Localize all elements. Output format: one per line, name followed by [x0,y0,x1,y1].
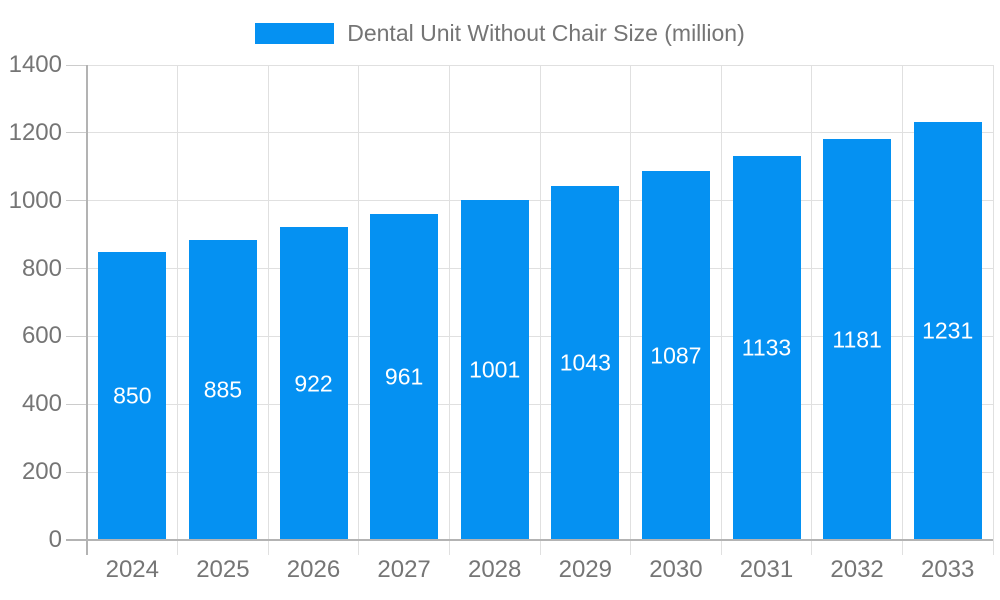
x-tick-label: 2029 [558,556,612,583]
y-tick-label: 1000 [8,186,62,214]
legend-swatch [255,22,335,44]
y-tick-label: 200 [21,458,62,486]
bar: 1231 [913,122,982,540]
y-tick-label: 0 [48,526,62,553]
x-axis-tick [358,540,360,555]
bar: 885 [188,239,257,540]
y-axis-tick [66,268,87,270]
x-axis-tick [448,540,450,555]
bar: 1043 [551,186,620,540]
x-axis-tick [177,540,179,555]
y-axis-tick [66,200,87,202]
y-axis-tick [66,132,87,134]
x-axis-tick [720,540,722,555]
legend-item[interactable]: Dental Unit Without Chair Size (million) [255,20,745,47]
x-gridline [539,65,541,540]
y-axis-tick [66,335,87,337]
x-tick-label: 2031 [739,556,794,583]
x-tick-label: 2033 [920,556,975,583]
y-axis-tick [66,471,87,473]
x-axis-tick [901,540,903,555]
bar-value-label: 850 [113,382,152,409]
bar-value-label: 1231 [922,317,974,344]
x-gridline [267,65,269,540]
x-gridline [811,65,813,540]
bar: 961 [370,213,439,540]
x-tick-label: 2025 [196,556,250,583]
x-tick-label: 2032 [830,556,884,583]
y-axis-tick [66,64,87,66]
y-tick-label: 800 [21,254,62,282]
x-axis-tick [539,540,541,555]
bar-value-label: 1087 [650,342,702,369]
bar-value-label: 1133 [741,334,792,361]
x-axis-line [66,539,993,541]
bar-value-label: 1001 [469,356,521,383]
bar-value-label: 885 [203,376,243,403]
x-tick-label: 2028 [467,556,522,583]
x-axis-tick [630,540,632,555]
x-tick-label: 2030 [649,556,703,583]
x-axis-tick [811,540,813,555]
x-gridline [901,65,903,540]
bar: 1001 [460,200,529,540]
y-tick-label: 1200 [8,118,62,146]
x-gridline [448,65,450,540]
bar: 1087 [641,171,710,540]
bar: 922 [279,227,348,540]
bar-value-label: 922 [294,370,333,397]
chart-legend: Dental Unit Without Chair Size (million) [0,20,1000,46]
y-tick-label: 1400 [8,51,62,78]
bar: 1133 [732,155,801,540]
x-gridline [720,65,722,540]
x-tick-label: 2024 [105,556,159,583]
x-gridline [358,65,360,540]
x-axis-tick [267,540,269,555]
y-tick-label: 600 [21,322,62,350]
y-tick-label: 400 [21,390,62,418]
x-gridline [630,65,632,540]
bar-value-label: 1181 [832,326,882,353]
x-gridline [992,65,994,540]
bar: 1181 [823,139,892,540]
x-tick-label: 2027 [377,556,431,583]
bar-value-label: 1043 [559,349,611,376]
x-gridline [177,65,179,540]
bar-value-label: 961 [384,363,424,390]
bar: 850 [98,251,167,540]
x-tick-label: 2026 [286,556,341,583]
y-axis-tick [66,403,87,405]
y-axis-line [86,65,88,555]
legend-label: Dental Unit Without Chair Size (million) [347,19,745,46]
x-axis-tick [992,540,994,555]
